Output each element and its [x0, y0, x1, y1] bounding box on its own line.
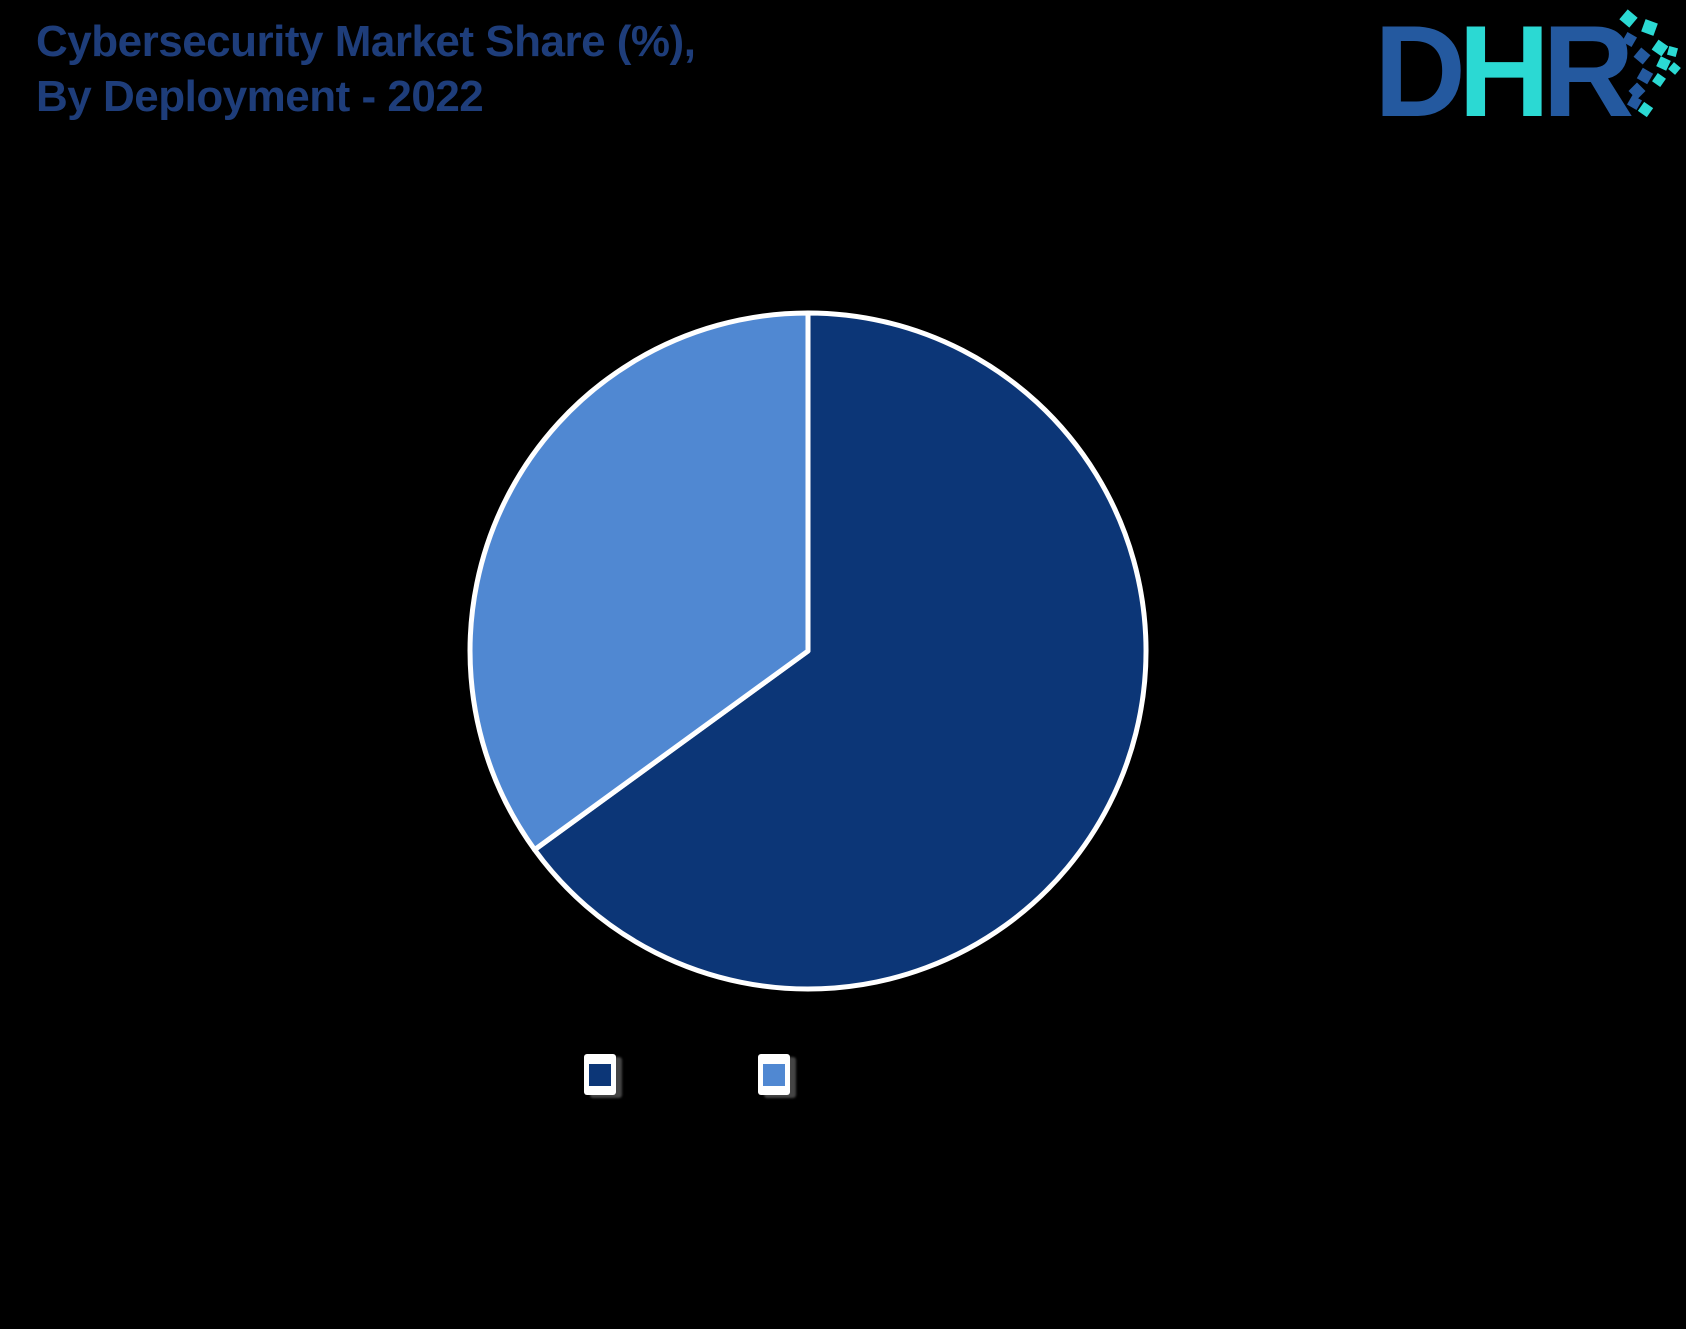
pie-slice-2	[467, 310, 811, 853]
logo-letter-r: R	[1542, 0, 1634, 144]
legend-swatch-dark-blue	[589, 1063, 611, 1086]
chart-title-line1: Cybersecurity Market Share (%),	[36, 17, 696, 66]
logo-letter-d: D	[1374, 0, 1466, 144]
pie-slice-1	[532, 310, 1149, 992]
legend-item-2	[758, 1054, 790, 1095]
chart-title: Cybersecurity Market Share (%), By Deplo…	[36, 14, 696, 124]
chart-title-line2: By Deployment - 2022	[36, 72, 484, 121]
logo-letter-h: H	[1458, 0, 1550, 144]
legend-swatch-light-blue	[763, 1063, 785, 1086]
legend-item-1	[584, 1054, 616, 1095]
dhr-logo-letters: DHR	[1374, 6, 1668, 136]
dhr-logo: DHR	[1374, 6, 1681, 146]
